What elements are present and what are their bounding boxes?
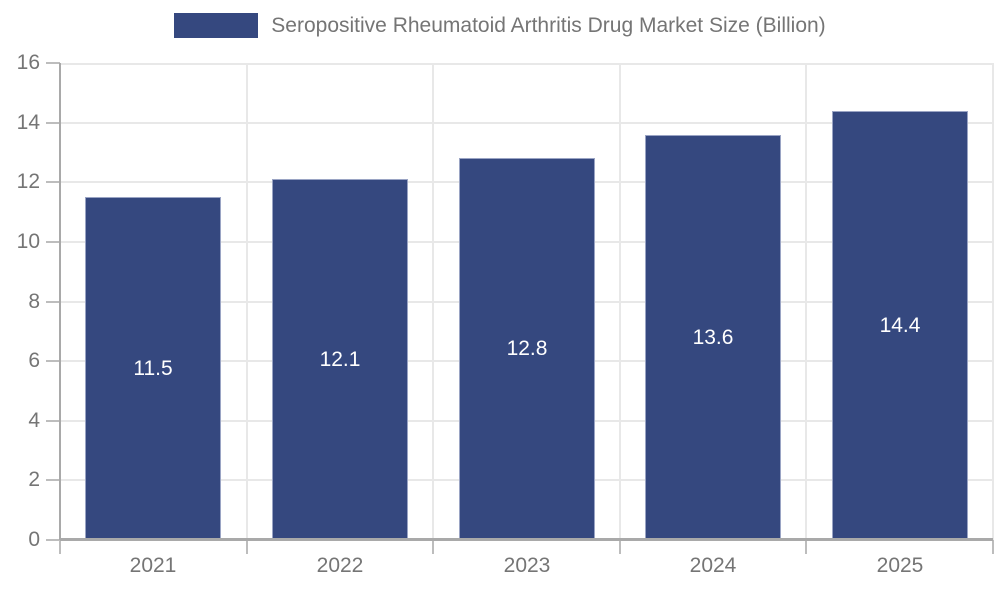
y-tick-mark <box>46 420 60 422</box>
y-tick-mark <box>46 181 60 183</box>
y-tick-mark <box>46 62 60 64</box>
y-tick-mark <box>46 479 60 481</box>
bar-2022 <box>272 179 408 540</box>
x-gridline <box>246 63 248 540</box>
chart-legend: Seropositive Rheumatoid Arthritis Drug M… <box>0 13 1000 38</box>
x-axis-tick-label: 2023 <box>503 554 551 577</box>
x-gridline <box>805 63 807 540</box>
y-axis-tick-label: 2 <box>28 468 40 491</box>
x-tick-mark <box>805 540 807 554</box>
legend-label: Seropositive Rheumatoid Arthritis Drug M… <box>271 13 826 37</box>
bar-2021 <box>85 197 221 540</box>
bar-value-label: 13.6 <box>692 326 734 349</box>
x-tick-mark <box>246 540 248 554</box>
legend-swatch <box>174 13 259 38</box>
x-gridline <box>432 63 434 540</box>
x-tick-mark <box>59 540 61 554</box>
bar-value-label: 11.5 <box>133 357 173 380</box>
x-tick-mark <box>432 540 434 554</box>
bar-value-label: 14.4 <box>879 314 921 337</box>
bar-2024 <box>645 135 781 540</box>
y-tick-mark <box>46 539 60 541</box>
y-axis-tick-label: 14 <box>16 111 40 134</box>
y-gridline <box>60 63 993 65</box>
y-axis-tick-label: 4 <box>28 409 40 432</box>
x-tick-mark <box>619 540 621 554</box>
y-tick-mark <box>46 360 60 362</box>
y-gridline <box>60 122 993 124</box>
bar-2023 <box>459 158 595 540</box>
x-axis-line <box>60 538 993 541</box>
y-axis-tick-label: 0 <box>28 528 40 551</box>
x-axis-tick-label: 2025 <box>876 554 924 577</box>
y-axis-tick-label: 10 <box>16 230 40 253</box>
y-axis-line <box>59 63 61 540</box>
x-axis-tick-label: 2024 <box>689 554 737 577</box>
y-tick-mark <box>46 241 60 243</box>
x-axis-tick-label: 2021 <box>129 554 177 577</box>
x-tick-mark <box>992 540 994 554</box>
bar-value-label: 12.1 <box>319 348 361 371</box>
y-tick-mark <box>46 301 60 303</box>
x-gridline <box>992 63 994 540</box>
y-axis-tick-label: 12 <box>16 170 40 193</box>
y-axis-tick-label: 8 <box>28 290 40 313</box>
bar-value-label: 12.8 <box>506 337 548 360</box>
y-axis-tick-label: 16 <box>16 51 40 74</box>
x-gridline <box>619 63 621 540</box>
y-tick-mark <box>46 122 60 124</box>
bar-2025 <box>832 111 968 540</box>
plot-area: 0 2 4 6 8 10 12 14 16 11.5 2021 12.1 2022 12.8 2023 13.… <box>17 51 994 577</box>
x-axis-tick-label: 2022 <box>316 554 364 577</box>
y-axis-tick-label: 6 <box>28 349 40 372</box>
